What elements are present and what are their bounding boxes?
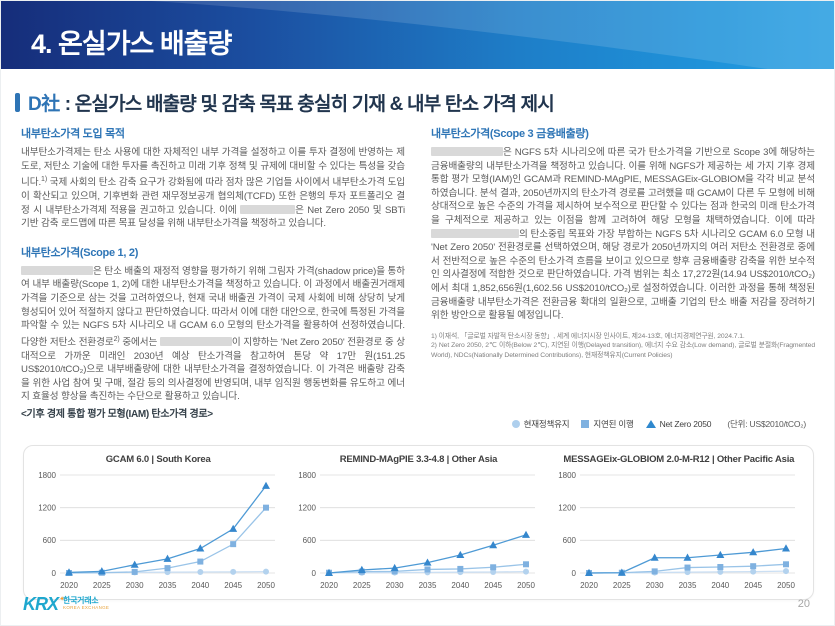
svg-text:0: 0 xyxy=(572,569,577,578)
footnote-1: 1) 이재석, 「글로벌 자발적 탄소시장 동향」, 세계 에너지시장 인사이트… xyxy=(431,332,745,340)
paragraph-text: 이 지향하는 'Net Zero 2050' 전환경로 중 상대적으로 가까운 … xyxy=(21,336,405,403)
section-subtitle: D社 : 온실가스 배출량 및 감축 목표 충실히 기재 & 내부 탄소 가격 … xyxy=(15,89,555,116)
svg-text:1200: 1200 xyxy=(559,503,577,512)
redacted-company-name xyxy=(240,204,296,214)
header-banner: 4. 온실가스 배출량 xyxy=(1,1,834,69)
krx-logo: KRX ✦ 한국거래소 KOREA EXCHANGE xyxy=(23,595,109,613)
svg-text:1800: 1800 xyxy=(38,471,56,480)
content-columns: 내부탄소가격 도입 목적 내부탄소가격제는 탄소 사용에 대한 자체적인 내부 … xyxy=(21,125,816,404)
section-heading-purpose: 내부탄소가격 도입 목적 xyxy=(21,128,125,140)
chart-message: MESSAGEix-GLOBIOM 2.0-M-R12 | Other Paci… xyxy=(549,454,809,597)
chart-title: REMIND-MAgPIE 3.3-4.8 | Other Asia xyxy=(339,454,498,465)
svg-text:2025: 2025 xyxy=(353,581,371,590)
svg-text:2020: 2020 xyxy=(580,581,598,590)
redacted-company-name xyxy=(431,228,519,238)
header-swoosh-decoration xyxy=(151,1,834,69)
footnote-ref-1: 1) xyxy=(41,176,48,184)
svg-text:2035: 2035 xyxy=(158,581,176,590)
svg-text:2025: 2025 xyxy=(93,581,111,590)
svg-text:2045: 2045 xyxy=(745,581,763,590)
chart-unit-label: (단위: US$2010/tCO₂) xyxy=(727,419,806,429)
legend-item-delayed-transition: 지연된 이행 xyxy=(581,418,634,430)
redacted-company-name xyxy=(159,336,232,346)
paragraph-text: 중에서는 xyxy=(119,336,160,348)
svg-text:2020: 2020 xyxy=(60,581,78,590)
chart-legend: 현재정책유지 지연된 이행 Net Zero 2050 (단위: US$2010… xyxy=(511,418,806,430)
paragraph-text: 국제 사회의 탄소 감축 요구가 강화됨에 따라 점차 많은 기업들 사이에서 … xyxy=(21,177,405,216)
footnote-ref-2: 2) xyxy=(113,335,120,343)
svg-text:2035: 2035 xyxy=(419,581,437,590)
legend-item-net-zero-2050: Net Zero 2050 xyxy=(645,419,712,429)
line-chart-gcam: 0 600 1200 1800 2020 2025 2030 2035 2040 2045 2050 xyxy=(38,471,275,590)
legend-label: Net Zero 2050 xyxy=(659,419,712,429)
krx-logo-mark: KRX ✦ xyxy=(23,594,65,614)
chart-gcam: GCAM 6.0 | South Korea 0 600 1200 1800 2020 2… xyxy=(28,454,288,597)
page-title: 4. 온실가스 배출량 xyxy=(31,29,232,59)
svg-text:600: 600 xyxy=(563,536,577,545)
svg-text:2040: 2040 xyxy=(451,581,469,590)
svg-text:2045: 2045 xyxy=(224,581,242,590)
paragraph-text: 은 Net Zero 2050 및 SBTi 기반 감축 로드맵에 따른 목표 … xyxy=(21,204,405,230)
svg-text:2035: 2035 xyxy=(679,581,697,590)
section-heading-scope12: 내부탄소가격(Scope 1, 2) xyxy=(21,246,139,259)
chart-title: GCAM 6.0 | South Korea xyxy=(105,454,211,465)
svg-text:2045: 2045 xyxy=(484,581,502,590)
svg-text:1200: 1200 xyxy=(298,503,316,512)
line-chart-remind: 0 600 1200 1800 2020 2025 2030 2035 2040 2045 2050 xyxy=(298,471,535,590)
paragraph-purpose: 내부탄소가격제는 탄소 사용에 대한 자체적인 내부 가격을 설정하고 이를 투… xyxy=(21,146,405,231)
paragraph-text: 내부탄소가격제는 탄소 사용에 대한 자체적인 내부 가격을 설정하고 이를 투… xyxy=(21,147,405,189)
triangle-marker-icon xyxy=(645,420,656,428)
legend-item-current-policies: 현재정책유지 xyxy=(511,418,570,430)
square-marker-icon xyxy=(581,420,590,428)
line-chart-message: 0 600 1200 1800 2020 2025 2030 2035 2040 2045 2050 xyxy=(559,471,796,590)
footnotes: 1) 이재석, 「글로벌 자발적 탄소시장 동향」, 세계 에너지시장 인사이트… xyxy=(431,332,815,361)
redacted-company-name xyxy=(431,147,503,156)
subtitle-company: D社 xyxy=(28,94,60,115)
svg-text:2030: 2030 xyxy=(125,581,143,590)
krx-logo-names: 한국거래소 KOREA EXCHANGE xyxy=(63,595,109,611)
svg-text:2030: 2030 xyxy=(386,581,404,590)
krx-logo-text: KRX xyxy=(23,594,59,614)
svg-text:2040: 2040 xyxy=(191,581,209,590)
svg-text:1800: 1800 xyxy=(559,471,577,480)
svg-text:1800: 1800 xyxy=(298,471,316,480)
svg-text:2050: 2050 xyxy=(777,581,795,590)
circle-marker-icon xyxy=(511,420,520,428)
svg-text:600: 600 xyxy=(42,536,56,545)
svg-text:2020: 2020 xyxy=(320,581,338,590)
krx-english-name: KOREA EXCHANGE xyxy=(63,605,110,610)
subtitle-accent-bar-icon xyxy=(15,93,20,112)
svg-text:600: 600 xyxy=(303,536,317,545)
krx-spark-icon: ✦ xyxy=(59,596,65,603)
footnote-2: 2) Net Zero 2050, 2℃ 이하(Below 2℃), 지연된 이… xyxy=(431,342,815,359)
page-number: 20 xyxy=(797,598,810,610)
svg-text:2030: 2030 xyxy=(646,581,664,590)
paragraph-text: 은 NGFS 5차 시나리오에 따른 국가 탄소가격을 기반으로 Scope 3… xyxy=(431,147,815,226)
chart-title: MESSAGEix-GLOBIOM 2.0-M-R12 | Other Paci… xyxy=(563,454,795,465)
svg-text:0: 0 xyxy=(312,569,317,578)
paragraph-text: 의 탄소중립 목표와 가장 부합하는 NGFS 5차 시나리오 GCAM 6.0… xyxy=(431,228,815,322)
redacted-company-name xyxy=(21,265,93,275)
chart-panel: GCAM 6.0 | South Korea 0 600 1200 1800 2020 2… xyxy=(23,445,814,600)
svg-text:2050: 2050 xyxy=(257,581,275,590)
legend-label: 지연된 이행 xyxy=(593,419,634,429)
paragraph-scope12: 은 탄소 배출의 재정적 영향을 평가하기 위해 그림자 가격(shadow p… xyxy=(21,265,405,404)
left-column: 내부탄소가격 도입 목적 내부탄소가격제는 탄소 사용에 대한 자체적인 내부 … xyxy=(21,125,405,404)
paragraph-text: 은 탄소 배출의 재정적 영향을 평가하기 위해 그림자 가격(shadow p… xyxy=(21,265,405,348)
subtitle-text: : 온실가스 배출량 및 감축 목표 충실히 기재 & 내부 탄소 가격 제시 xyxy=(64,94,555,115)
paragraph-scope3: 은 NGFS 5차 시나리오에 따른 국가 탄소가격을 기반으로 Scope 3… xyxy=(431,146,815,323)
right-column: 내부탄소가격(Scope 3 금융배출량) 은 NGFS 5차 시나리오에 따른… xyxy=(431,125,815,404)
chart-remind: REMIND-MAgPIE 3.3-4.8 | Other Asia 0 600 1… xyxy=(288,454,548,597)
svg-text:1200: 1200 xyxy=(38,503,56,512)
svg-text:2050: 2050 xyxy=(517,581,535,590)
svg-text:2025: 2025 xyxy=(613,581,631,590)
chart-section-label: <기후 경제 통합 평가 모형(IAM) 탄소가격 경로> xyxy=(21,409,213,420)
legend-label: 현재정책유지 xyxy=(523,419,570,429)
svg-text:2040: 2040 xyxy=(712,581,730,590)
svg-text:0: 0 xyxy=(51,569,56,578)
section-heading-scope3: 내부탄소가격(Scope 3 금융배출량) xyxy=(431,128,589,140)
krx-korean-name: 한국거래소 xyxy=(63,596,99,605)
